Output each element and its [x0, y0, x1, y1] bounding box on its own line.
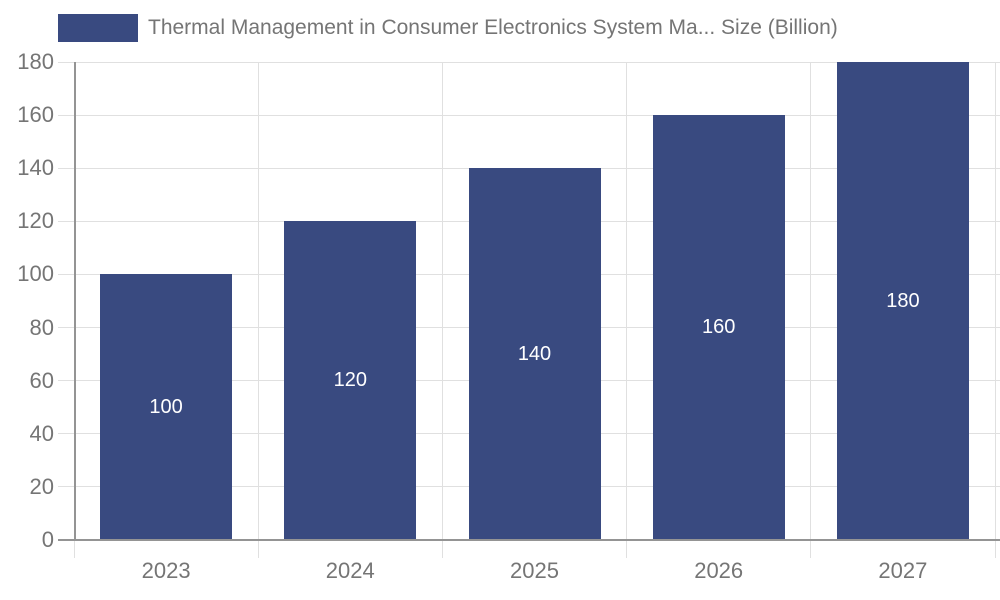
- bar-2025[interactable]: 140: [468, 168, 601, 540]
- y-axis-label-60: 60: [29, 367, 54, 393]
- y-axis-label-140: 140: [17, 155, 54, 181]
- x-axis-label-2026: 2026: [694, 558, 744, 583]
- gridline-x-boundary-3: [626, 62, 628, 558]
- legend-swatch: [58, 14, 138, 42]
- x-axis-label-2024: 2024: [325, 558, 375, 583]
- gridline-x-boundary-5: [994, 62, 996, 558]
- bar-value-label-2024: 120: [333, 369, 367, 392]
- y-axis-label-80: 80: [29, 314, 54, 340]
- y-axis-label-20: 20: [29, 473, 54, 499]
- bar-value-label-2027: 180: [886, 289, 920, 312]
- bar-2023[interactable]: 100: [100, 274, 233, 540]
- y-axis-label-180: 180: [17, 49, 54, 74]
- bar-value-label-2026: 160: [702, 316, 736, 339]
- bar-value-label-2023: 100: [149, 395, 183, 418]
- gridline-x-boundary-4: [810, 62, 812, 558]
- x-axis-label-2025: 2025: [510, 558, 559, 583]
- gridline-y-160: [58, 114, 1000, 116]
- legend-label: Thermal Management in Consumer Electroni…: [148, 16, 838, 39]
- y-axis-line: [74, 62, 76, 540]
- y-axis-label-120: 120: [17, 208, 54, 234]
- bar-2024[interactable]: 120: [284, 221, 417, 540]
- gridline-x-boundary-1: [257, 62, 259, 558]
- bar-value-label-2025: 140: [517, 342, 552, 365]
- y-axis-label-160: 160: [17, 102, 54, 128]
- gridline-x-boundary-2: [441, 62, 443, 558]
- y-axis-label-100: 100: [17, 261, 54, 287]
- plot-area: 0 20 40 60 80 100 120 140 160 180 100 2023 120 2024 14…: [17, 49, 1000, 583]
- x-axis-label-2023: 2023: [141, 558, 191, 583]
- x-axis-line: [58, 539, 1000, 541]
- bar-2026[interactable]: 160: [652, 115, 785, 540]
- gridline-y-180: [58, 61, 1000, 63]
- legend-item[interactable]: Thermal Management in Consumer Electroni…: [58, 14, 838, 42]
- bar-2027[interactable]: 180: [836, 62, 969, 540]
- y-axis-label-40: 40: [29, 420, 54, 446]
- y-axis-label-0: 0: [41, 527, 54, 552]
- x-axis-label-2027: 2027: [878, 558, 928, 583]
